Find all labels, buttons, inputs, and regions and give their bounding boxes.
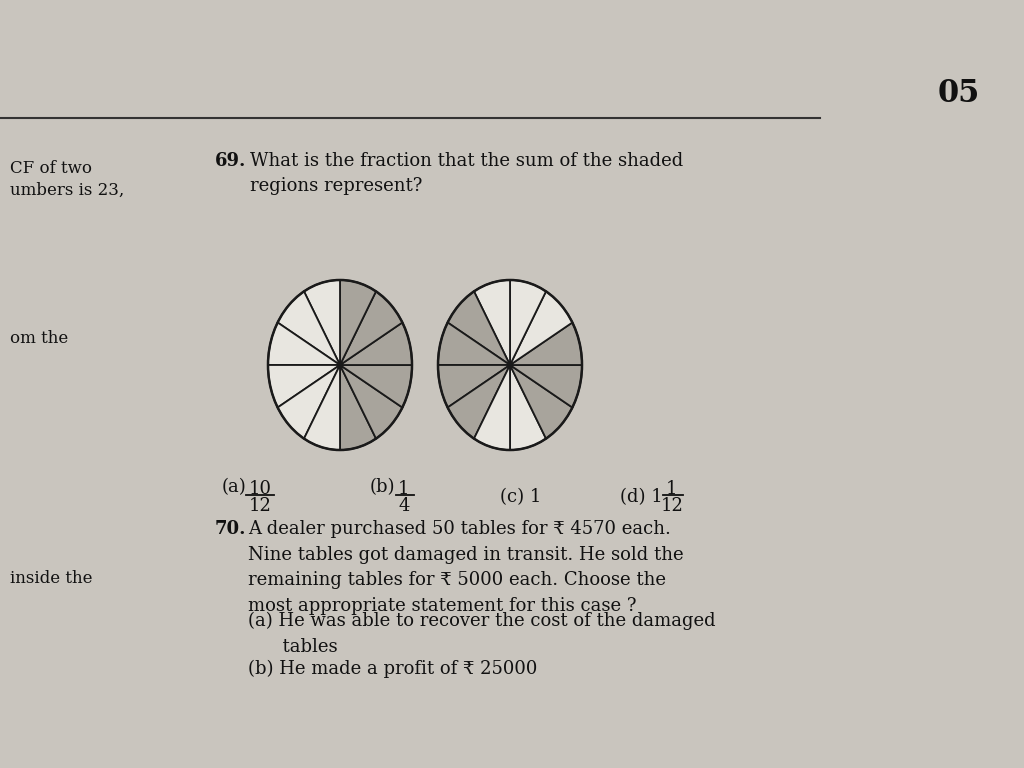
Polygon shape (340, 365, 402, 439)
Polygon shape (340, 280, 376, 365)
Text: 05: 05 (938, 78, 980, 109)
Text: 69.: 69. (215, 152, 247, 170)
Polygon shape (340, 323, 412, 365)
Polygon shape (474, 280, 510, 365)
Polygon shape (447, 365, 510, 439)
Polygon shape (268, 323, 340, 365)
Polygon shape (510, 365, 572, 439)
Polygon shape (340, 291, 402, 365)
Text: (d) 1: (d) 1 (620, 488, 663, 506)
Polygon shape (304, 365, 340, 450)
Polygon shape (278, 365, 340, 439)
Text: 12: 12 (249, 497, 271, 515)
Polygon shape (510, 365, 582, 408)
Text: 4: 4 (398, 497, 410, 515)
Polygon shape (438, 365, 510, 408)
Text: (c) 1: (c) 1 (500, 488, 542, 506)
Text: CF of two
umbers is 23,: CF of two umbers is 23, (10, 160, 124, 199)
Text: (a) He was able to recover the cost of the damaged
      tables: (a) He was able to recover the cost of t… (248, 612, 716, 656)
Polygon shape (304, 280, 340, 365)
Polygon shape (438, 323, 510, 365)
Text: (a): (a) (222, 478, 247, 496)
Text: 1: 1 (398, 480, 410, 498)
Polygon shape (510, 365, 546, 450)
Text: om the: om the (10, 330, 69, 347)
Text: 12: 12 (660, 497, 683, 515)
Polygon shape (510, 323, 582, 365)
Polygon shape (447, 291, 510, 365)
Polygon shape (510, 280, 546, 365)
Text: What is the fraction that the sum of the shaded
regions represent?: What is the fraction that the sum of the… (250, 152, 683, 195)
Text: A dealer purchased 50 tables for ₹ 4570 each.
Nine tables got damaged in transit: A dealer purchased 50 tables for ₹ 4570 … (248, 520, 684, 615)
Polygon shape (474, 365, 510, 450)
Text: 1: 1 (667, 480, 678, 498)
Polygon shape (268, 365, 340, 408)
Polygon shape (510, 291, 572, 365)
Polygon shape (278, 291, 340, 365)
Text: (b) He made a profit of ₹ 25000: (b) He made a profit of ₹ 25000 (248, 660, 538, 678)
Text: 10: 10 (249, 480, 271, 498)
Text: 70.: 70. (215, 520, 247, 538)
Text: inside the: inside the (10, 570, 92, 587)
Polygon shape (340, 365, 412, 408)
Text: (b): (b) (370, 478, 395, 496)
Polygon shape (340, 365, 376, 450)
